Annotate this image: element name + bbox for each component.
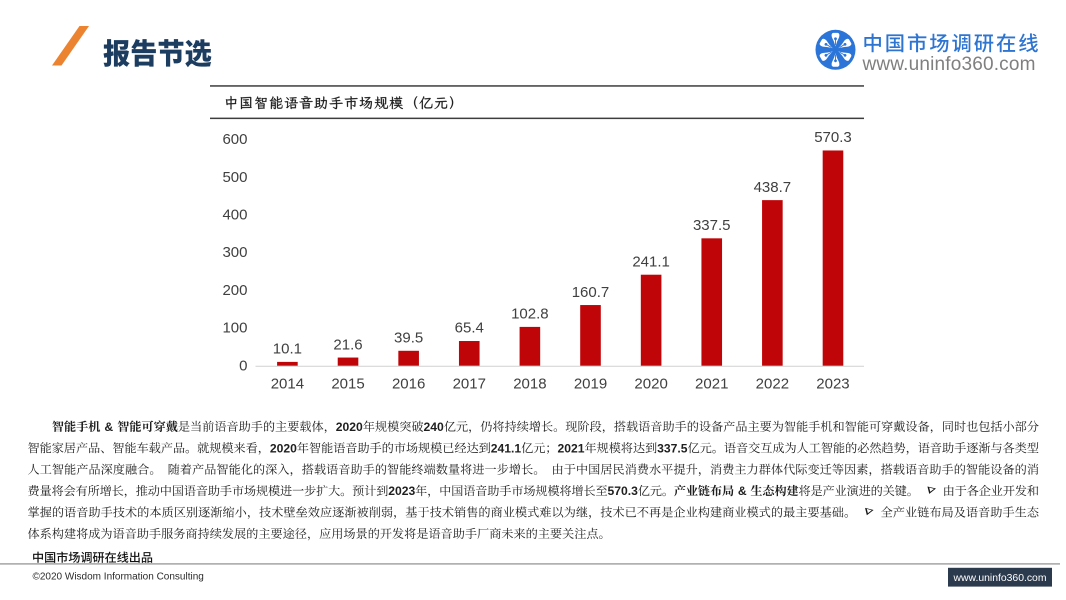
svg-text:241.1: 241.1 [632, 253, 670, 270]
svg-text:2015: 2015 [331, 376, 364, 393]
svg-text:160.7: 160.7 [572, 284, 610, 301]
svg-text:0: 0 [239, 357, 247, 374]
svg-text:240: 240 [424, 420, 445, 434]
svg-text:©2020 Wisdom Information Consu: ©2020 Wisdom Information Consulting [33, 571, 204, 582]
svg-text:2019: 2019 [574, 376, 607, 393]
svg-text:39.5: 39.5 [394, 329, 423, 346]
svg-text:2014: 2014 [271, 376, 304, 393]
svg-text:21.6: 21.6 [333, 336, 362, 353]
svg-text:2017: 2017 [453, 376, 486, 393]
svg-text:2016: 2016 [392, 376, 425, 393]
svg-text:600: 600 [222, 131, 247, 148]
svg-text:65.4: 65.4 [455, 320, 484, 337]
svg-text:2021: 2021 [557, 441, 584, 455]
svg-text:www.uninfo360.com: www.uninfo360.com [953, 573, 1047, 584]
svg-text:2018: 2018 [513, 376, 546, 393]
svg-text:100: 100 [222, 320, 247, 337]
svg-text:500: 500 [222, 169, 247, 186]
svg-text:2020: 2020 [336, 420, 363, 434]
svg-text:337.5: 337.5 [693, 217, 731, 234]
svg-text:2020: 2020 [634, 376, 667, 393]
svg-text:www.uninfo360.com: www.uninfo360.com [862, 54, 1036, 75]
svg-text:2022: 2022 [756, 376, 789, 393]
svg-text:&: & [104, 420, 113, 434]
svg-text:2020: 2020 [270, 441, 297, 455]
svg-text:2023: 2023 [388, 484, 415, 498]
svg-text:570.3: 570.3 [814, 129, 852, 146]
svg-text:570.3: 570.3 [608, 484, 639, 498]
svg-text:241.1: 241.1 [491, 441, 522, 455]
svg-text:200: 200 [222, 282, 247, 299]
svg-text:337.5: 337.5 [657, 441, 688, 455]
svg-text:10.1: 10.1 [273, 341, 302, 358]
svg-text:300: 300 [222, 244, 247, 261]
svg-text:102.8: 102.8 [511, 306, 549, 323]
svg-text:&: & [738, 484, 747, 498]
svg-text:2023: 2023 [816, 376, 849, 393]
svg-text:400: 400 [222, 206, 247, 223]
svg-text:438.7: 438.7 [754, 179, 792, 196]
svg-text:2021: 2021 [695, 376, 728, 393]
